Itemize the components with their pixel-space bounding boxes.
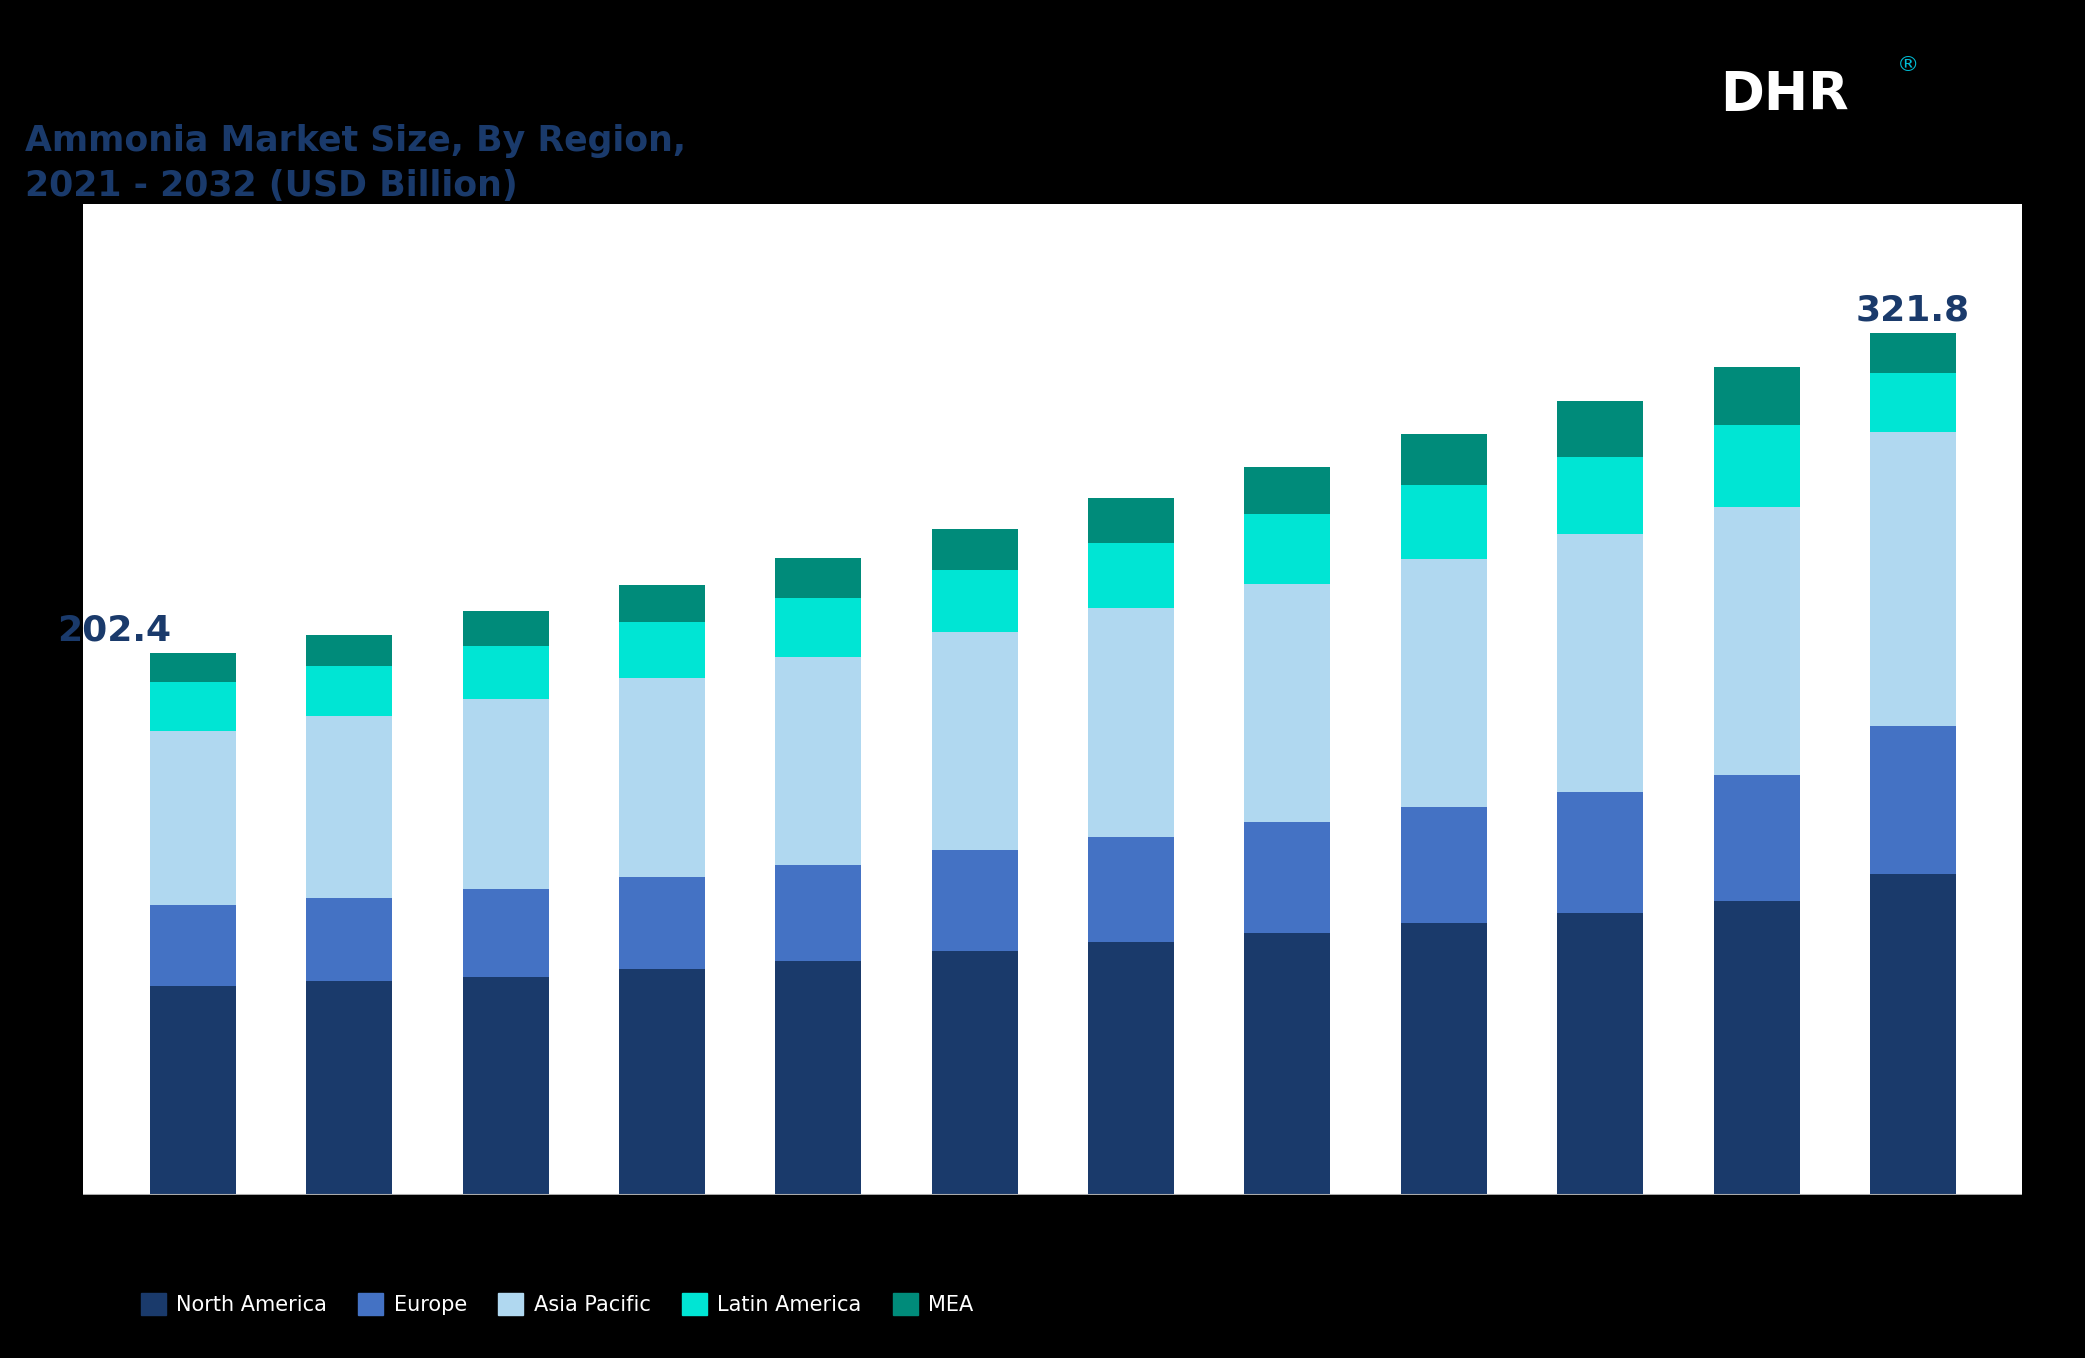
Text: Ammonia Market Size, By Region,
2021 - 2032 (USD Billion): Ammonia Market Size, By Region, 2021 - 2… (25, 125, 686, 204)
Bar (1401, 558, 1487, 808)
Text: ®: ® (1897, 56, 1920, 75)
Bar (306, 634, 392, 665)
Bar (1088, 498, 1174, 543)
Bar (932, 570, 1017, 631)
Bar (776, 558, 861, 598)
Bar (1557, 534, 1643, 792)
Bar (463, 646, 548, 699)
Bar (1557, 402, 1643, 456)
Legend: North America, Europe, Asia Pacific, Latin America, MEA: North America, Europe, Asia Pacific, Lat… (133, 1285, 982, 1324)
Text: 321.8: 321.8 (1856, 293, 1970, 327)
Text: DHR: DHR (1720, 69, 1849, 121)
Bar (306, 982, 392, 1195)
Bar (776, 657, 861, 865)
Bar (932, 952, 1017, 1195)
Bar (150, 731, 236, 904)
Bar (1870, 333, 1956, 373)
Bar (619, 678, 705, 877)
Bar (150, 904, 236, 986)
Bar (1245, 584, 1330, 822)
Bar (1714, 507, 1799, 775)
Bar (150, 682, 236, 731)
Bar (1714, 775, 1799, 900)
Bar (1557, 792, 1643, 913)
Bar (1088, 837, 1174, 942)
Bar (463, 978, 548, 1195)
Bar (306, 665, 392, 716)
Bar (1245, 467, 1330, 515)
Bar (1088, 608, 1174, 837)
Bar (463, 699, 548, 889)
Text: 202.4: 202.4 (58, 614, 171, 648)
Bar (1245, 822, 1330, 933)
Bar (1401, 435, 1487, 485)
Bar (776, 598, 861, 657)
Bar (1401, 485, 1487, 558)
Bar (932, 850, 1017, 952)
Bar (1870, 373, 1956, 432)
Bar (1714, 368, 1799, 425)
Bar (1714, 900, 1799, 1195)
Bar (1401, 923, 1487, 1195)
Bar (463, 611, 548, 646)
Bar (150, 653, 236, 682)
Bar (619, 970, 705, 1195)
Bar (619, 585, 705, 622)
Bar (776, 865, 861, 961)
Bar (619, 877, 705, 970)
Bar (306, 716, 392, 898)
Bar (150, 986, 236, 1195)
Bar (1870, 873, 1956, 1195)
Bar (1714, 425, 1799, 507)
Bar (1870, 727, 1956, 873)
Bar (1088, 543, 1174, 608)
Bar (463, 889, 548, 978)
Bar (776, 961, 861, 1195)
Bar (932, 528, 1017, 570)
Bar (1245, 933, 1330, 1195)
Bar (1557, 456, 1643, 534)
Bar (1088, 942, 1174, 1195)
Bar (1245, 515, 1330, 584)
Bar (1401, 808, 1487, 923)
Bar (619, 622, 705, 678)
Bar (1557, 913, 1643, 1195)
Bar (932, 631, 1017, 850)
Bar (306, 898, 392, 982)
Bar (1870, 432, 1956, 727)
